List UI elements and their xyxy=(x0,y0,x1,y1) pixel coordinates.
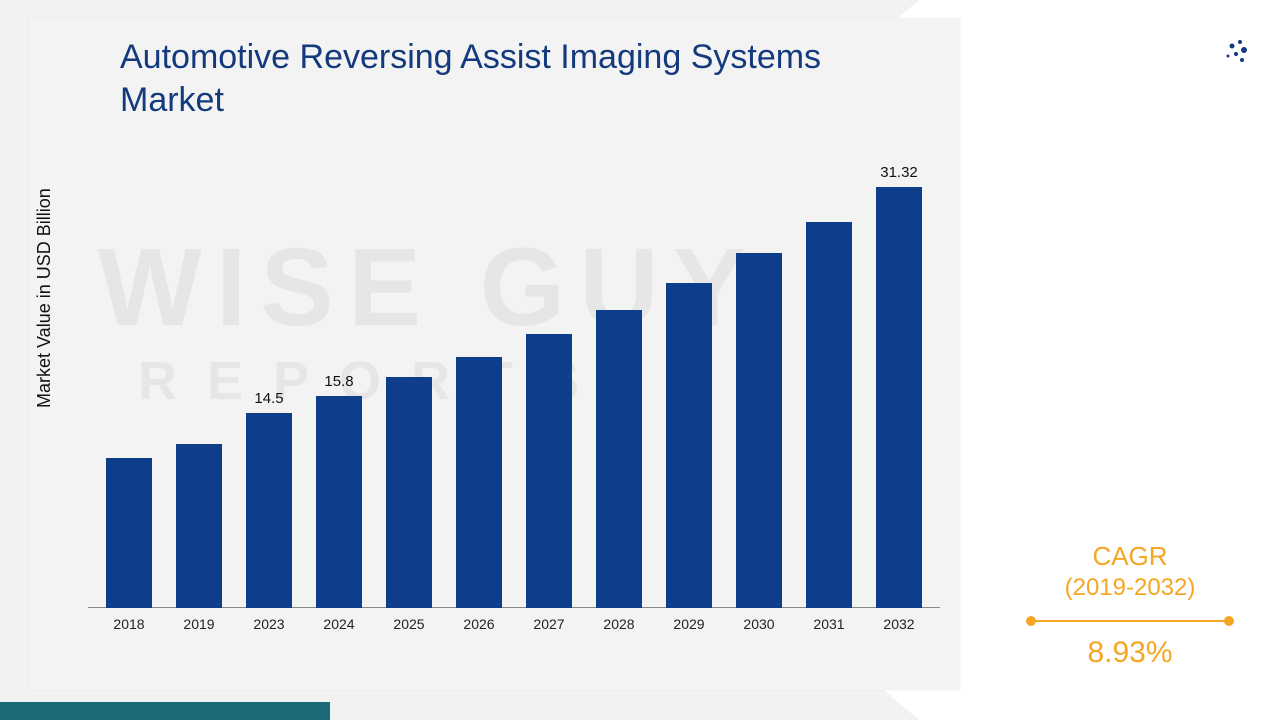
x-tick-label: 2031 xyxy=(813,608,844,632)
brand-logo: WISE GUY R E P O R T S xyxy=(1015,28,1256,79)
bar-rect xyxy=(316,396,362,608)
bar-2024: 15.82024 xyxy=(316,178,362,608)
head-icon xyxy=(1216,28,1256,84)
bar-rect xyxy=(456,357,502,608)
bar-rect xyxy=(246,413,292,608)
bar-2030: 2030 xyxy=(736,178,782,608)
bar-value-label: 15.8 xyxy=(324,373,353,390)
bar-rect xyxy=(806,222,852,608)
plot-area: 2018 2019 14.52023 15.82024 2025 2026 2027 2028… xyxy=(88,178,940,608)
cagr-divider xyxy=(1030,620,1230,622)
bar-2027: 2027 xyxy=(526,178,572,608)
chart-card: WISE GUY REPORTS Automotive Reversing As… xyxy=(28,18,960,690)
chart-title: Automotive Reversing Assist Imaging Syst… xyxy=(120,36,900,121)
x-tick-label: 2018 xyxy=(113,608,144,632)
bar-value-label: 14.5 xyxy=(254,390,283,407)
cagr-block: CAGR (2019-2032) 8.93% xyxy=(1010,541,1250,670)
x-tick-label: 2027 xyxy=(533,608,564,632)
bar-rect xyxy=(106,458,152,609)
cagr-period: (2019-2032) xyxy=(1010,574,1250,602)
bar-2031: 2031 xyxy=(806,178,852,608)
bar-rect xyxy=(596,310,642,608)
bar-rect xyxy=(736,253,782,608)
y-axis-label: Market Value in USD Billion xyxy=(34,188,55,408)
bar-rect xyxy=(666,283,712,608)
bar-2026: 2026 xyxy=(456,178,502,608)
x-tick-label: 2023 xyxy=(253,608,284,632)
x-tick-label: 2029 xyxy=(673,608,704,632)
x-tick-label: 2032 xyxy=(883,608,914,632)
x-tick-label: 2025 xyxy=(393,608,424,632)
bar-rect xyxy=(386,377,432,608)
x-tick-label: 2030 xyxy=(743,608,774,632)
x-tick-label: 2026 xyxy=(463,608,494,632)
bar-2029: 2029 xyxy=(666,178,712,608)
bar-value-label: 31.32 xyxy=(880,164,918,181)
bar-2028: 2028 xyxy=(596,178,642,608)
bar-rect xyxy=(176,444,222,608)
bar-rect xyxy=(876,187,922,608)
x-tick-label: 2024 xyxy=(323,608,354,632)
x-tick-label: 2019 xyxy=(183,608,214,632)
bar-2032: 31.322032 xyxy=(876,178,922,608)
bottom-strip xyxy=(0,702,330,720)
x-tick-label: 2028 xyxy=(603,608,634,632)
cagr-value: 8.93% xyxy=(1010,636,1250,670)
cagr-title: CAGR xyxy=(1010,541,1250,572)
bar-rect xyxy=(526,334,572,608)
bar-2023: 14.52023 xyxy=(246,178,292,608)
bar-2025: 2025 xyxy=(386,178,432,608)
bar-2018: 2018 xyxy=(106,178,152,608)
bar-2019: 2019 xyxy=(176,178,222,608)
